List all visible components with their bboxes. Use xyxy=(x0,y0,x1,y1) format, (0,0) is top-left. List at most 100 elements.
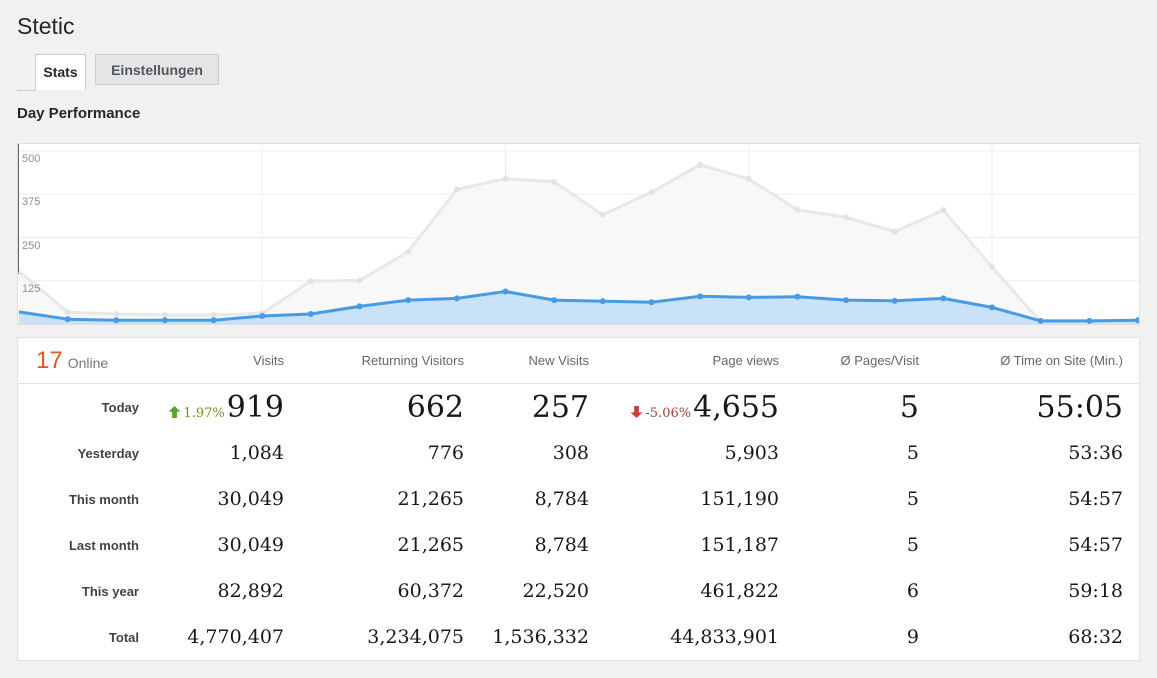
series-point-Visits xyxy=(551,297,558,304)
series-point-Visits xyxy=(113,317,120,324)
cell-new_visits: 8,784 xyxy=(464,534,589,556)
series-point-Visits xyxy=(940,295,947,302)
cell-time_on_site: 59:18 xyxy=(919,580,1123,602)
series-point-Page views xyxy=(453,186,460,193)
visits-value: 82,892 xyxy=(217,580,284,602)
stats-table: 17 Online Visits Returning Visitors New Vis… xyxy=(17,337,1140,661)
time_on_site-value: 55:05 xyxy=(1036,389,1123,425)
time_on_site-value: 53:36 xyxy=(1068,442,1123,464)
cell-visits: 1.97%919 xyxy=(139,390,284,425)
series-point-Visits xyxy=(502,288,509,295)
series-point-Page views xyxy=(551,178,558,185)
new_visits-value: 257 xyxy=(531,389,589,425)
tab-stats[interactable]: Stats xyxy=(35,54,86,90)
series-point-Visits xyxy=(794,293,801,300)
series-point-Page views xyxy=(599,211,606,218)
cell-visits: 30,049 xyxy=(139,488,284,510)
row-label: Yesterday xyxy=(77,445,139,461)
chart-canvas xyxy=(18,144,1139,324)
row-label: Today xyxy=(101,399,139,415)
cell-pageviews: 461,822 xyxy=(589,580,779,602)
cell-pages_per_visit: 5 xyxy=(779,488,919,510)
pages_per_visit-value: 5 xyxy=(906,488,919,510)
visits-value: 919 xyxy=(226,389,284,425)
series-point-Visits xyxy=(1086,317,1093,324)
cell-pages_per_visit: 5 xyxy=(779,390,919,425)
series-point-Page views xyxy=(697,161,704,168)
time_on_site-value: 59:18 xyxy=(1068,580,1123,602)
series-point-Page views xyxy=(989,263,996,270)
series-point-Visits xyxy=(1135,317,1139,324)
cell-time_on_site: 54:57 xyxy=(919,534,1123,556)
series-point-Page views xyxy=(940,207,947,214)
series-point-Visits xyxy=(259,313,266,320)
cell-returning: 21,265 xyxy=(284,534,464,556)
pages_per_visit-value: 5 xyxy=(906,442,919,464)
series-point-Page views xyxy=(161,312,168,319)
table-row-last-month: Last month 30,049 21,265 8,784 151,187 5 54:57 xyxy=(18,522,1139,568)
series-point-Page views xyxy=(210,312,217,319)
cell-new_visits: 257 xyxy=(464,390,589,425)
cell-time_on_site: 55:05 xyxy=(919,390,1123,425)
cell-returning: 21,265 xyxy=(284,488,464,510)
cell-pageviews: 151,190 xyxy=(589,488,779,510)
cell-pages_per_visit: 9 xyxy=(779,626,919,648)
pages_per_visit-value: 9 xyxy=(906,626,919,648)
series-point-Visits xyxy=(307,310,314,317)
series-point-Visits xyxy=(697,293,704,300)
pageviews-value: 461,822 xyxy=(700,580,779,602)
series-point-Visits xyxy=(745,294,752,301)
time_on_site-value: 54:57 xyxy=(1068,534,1123,556)
series-point-Page views xyxy=(405,248,412,255)
column-header-time_on_site: Ø Time on Site (Min.) xyxy=(1000,353,1123,368)
new_visits-value: 8,784 xyxy=(534,488,589,510)
cell-pages_per_visit: 6 xyxy=(779,580,919,602)
returning-value: 662 xyxy=(406,389,464,425)
tab-einstellungen[interactable]: Einstellungen xyxy=(95,54,219,85)
pageviews-value: 4,655 xyxy=(693,389,779,425)
series-point-Visits xyxy=(356,303,363,310)
online-count: 17 xyxy=(36,346,63,374)
table-row-this-month: This month 30,049 21,265 8,784 151,190 5 54:57 xyxy=(18,476,1139,522)
row-label: Last month xyxy=(68,537,139,553)
pages_per_visit-value: 6 xyxy=(906,580,919,602)
time_on_site-value: 68:32 xyxy=(1068,626,1123,648)
series-point-Visits xyxy=(453,295,460,302)
cell-returning: 3,234,075 xyxy=(284,626,464,648)
series-point-Page views xyxy=(64,309,71,316)
series-point-Visits xyxy=(843,297,850,304)
arrow-down-icon xyxy=(630,405,643,418)
column-header-pageviews: Page views xyxy=(712,353,779,368)
series-point-Page views xyxy=(648,189,655,196)
online-label: Online xyxy=(67,354,109,371)
cell-pageviews: -5.06%4,655 xyxy=(589,390,779,425)
delta-percent: -5.06% xyxy=(645,405,692,421)
cell-returning: 662 xyxy=(284,390,464,425)
table-row-this-year: This year 82,892 60,372 22,520 461,822 6 59:18 xyxy=(18,568,1139,614)
cell-new_visits: 22,520 xyxy=(464,580,589,602)
series-point-Page views xyxy=(502,175,509,182)
table-header-row: 17 Online Visits Returning Visitors New Vis… xyxy=(18,338,1139,384)
visits-value: 1,084 xyxy=(229,442,284,464)
returning-value: 60,372 xyxy=(397,580,464,602)
column-header-visits: Visits xyxy=(253,353,284,368)
cell-returning: 60,372 xyxy=(284,580,464,602)
series-point-Visits xyxy=(1037,317,1044,324)
returning-value: 3,234,075 xyxy=(367,626,464,648)
series-point-Visits xyxy=(599,298,606,305)
day-performance-chart: 500 375 250 125 xyxy=(17,143,1140,325)
y-tick-label-250: 250 xyxy=(22,239,41,252)
row-label: This month xyxy=(68,491,139,507)
series-point-Page views xyxy=(794,206,801,213)
new_visits-value: 308 xyxy=(552,442,589,464)
pageviews-value: 44,833,901 xyxy=(670,626,779,648)
series-point-Page views xyxy=(745,176,752,183)
cell-visits: 1,084 xyxy=(139,442,284,464)
pages_per_visit-value: 5 xyxy=(906,534,919,556)
y-tick-label-375: 375 xyxy=(22,196,41,209)
table-row-total: Total 4,770,407 3,234,075 1,536,332 44,833,9… xyxy=(18,614,1139,660)
series-point-Visits xyxy=(648,299,655,306)
visits-delta-up: 1.97% xyxy=(168,390,225,425)
returning-value: 21,265 xyxy=(397,534,464,556)
